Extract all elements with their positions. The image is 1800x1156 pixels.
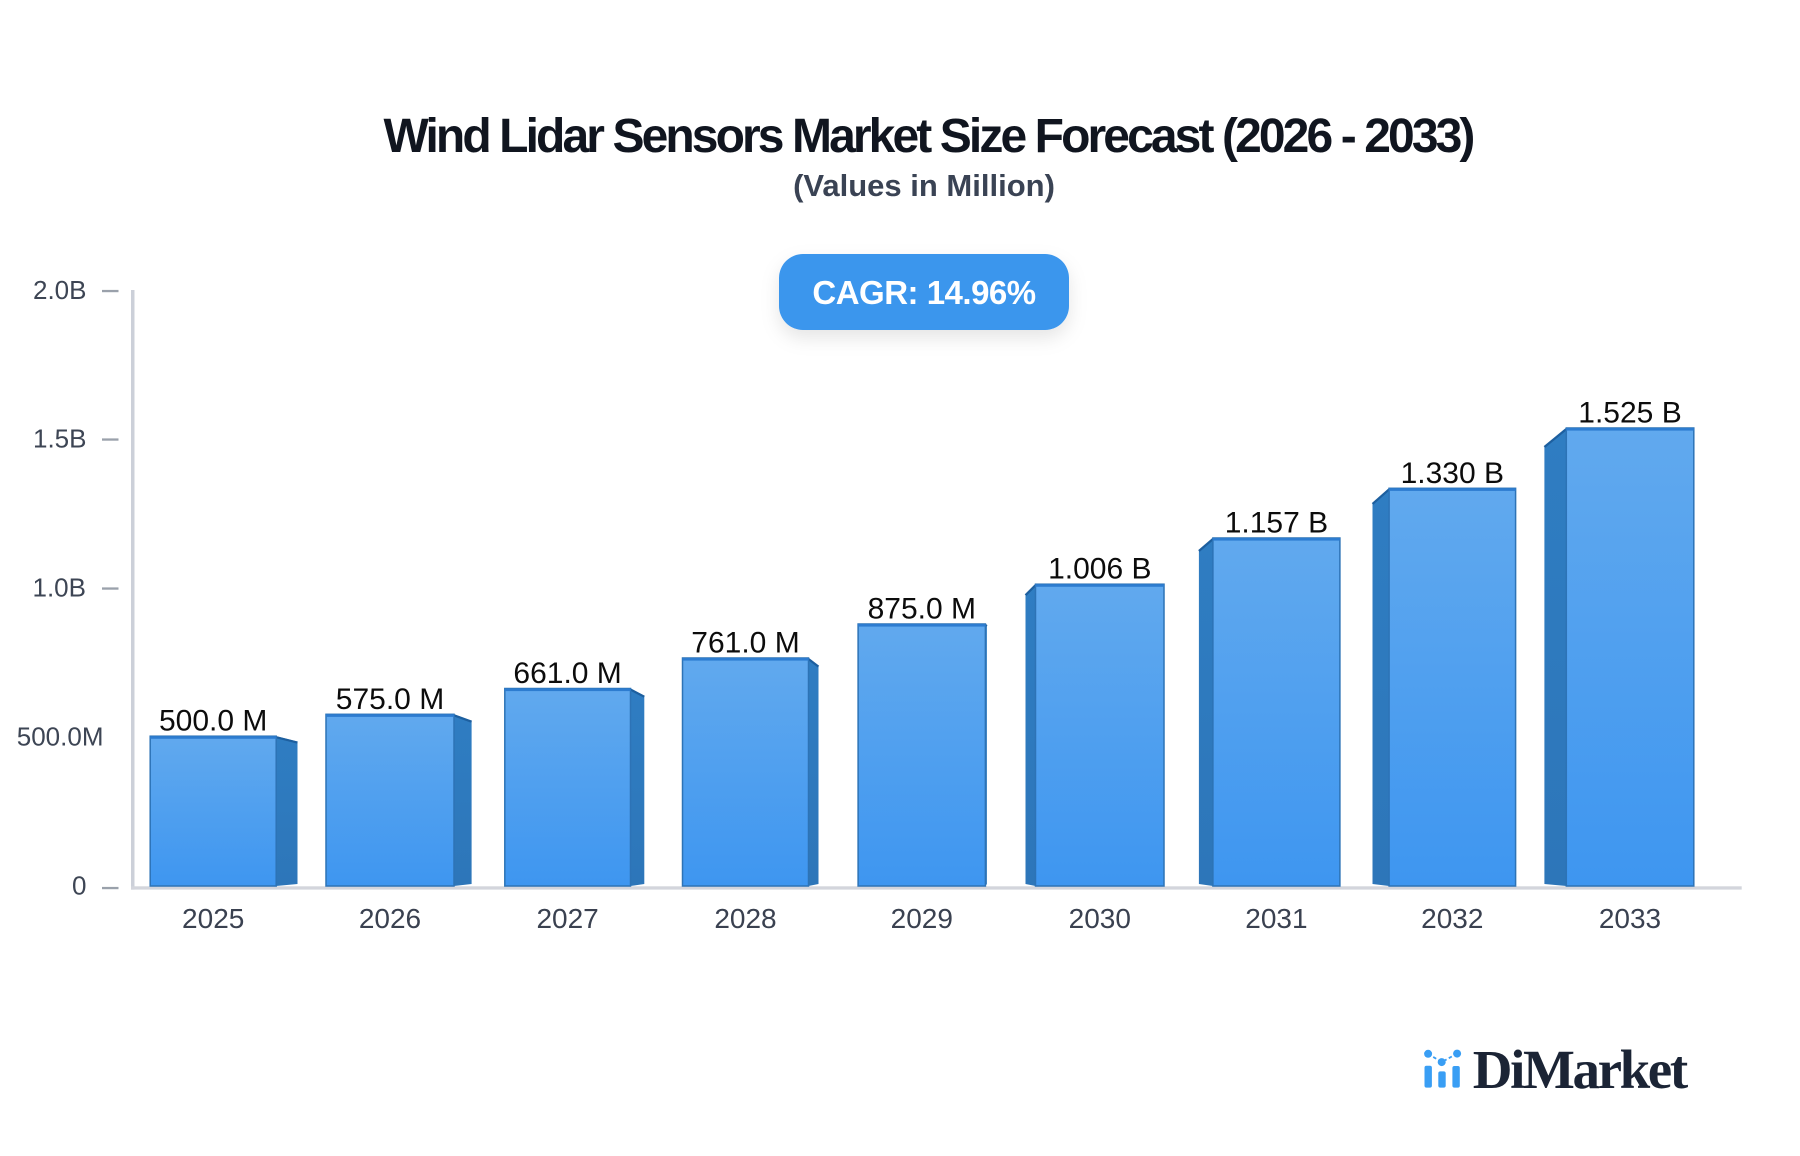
svg-text:2.0B: 2.0B <box>33 275 87 305</box>
svg-text:DiMarket: DiMarket <box>1473 1039 1689 1100</box>
svg-text:500.0M: 500.0M <box>17 722 104 752</box>
svg-text:2032: 2032 <box>1421 903 1483 934</box>
svg-text:2033: 2033 <box>1599 903 1661 934</box>
svg-text:2031: 2031 <box>1245 903 1307 934</box>
svg-text:2025: 2025 <box>182 903 244 934</box>
svg-text:661.0 M: 661.0 M <box>513 657 621 690</box>
svg-text:761.0 M: 761.0 M <box>691 627 799 660</box>
svg-text:1.006 B: 1.006 B <box>1048 553 1151 586</box>
svg-text:2027: 2027 <box>536 903 598 934</box>
svg-text:2028: 2028 <box>714 903 776 934</box>
svg-text:2030: 2030 <box>1069 903 1131 934</box>
svg-text:1.5B: 1.5B <box>33 424 87 454</box>
svg-text:2026: 2026 <box>359 903 421 934</box>
svg-text:(Values in Million): (Values in Million) <box>793 168 1055 203</box>
svg-text:500.0 M: 500.0 M <box>159 705 267 738</box>
svg-text:875.0 M: 875.0 M <box>868 593 976 626</box>
svg-text:CAGR: 14.96%: CAGR: 14.96% <box>812 274 1035 311</box>
svg-text:2029: 2029 <box>891 903 953 934</box>
svg-text:1.525 B: 1.525 B <box>1578 397 1681 430</box>
svg-text:Wind Lidar Sensors Market Size: Wind Lidar Sensors Market Size Forecast … <box>383 110 1473 163</box>
svg-text:1.157 B: 1.157 B <box>1225 507 1328 540</box>
svg-text:575.0 M: 575.0 M <box>336 683 444 716</box>
svg-text:1.0B: 1.0B <box>33 573 87 603</box>
svg-text:0: 0 <box>72 871 86 901</box>
svg-text:1.330 B: 1.330 B <box>1401 457 1504 490</box>
